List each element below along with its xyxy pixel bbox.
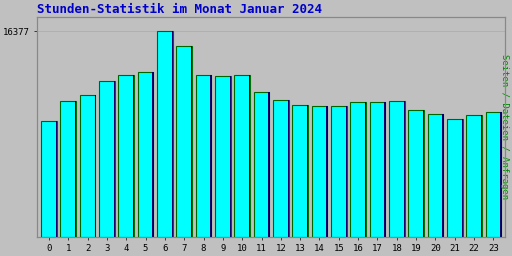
Bar — [138, 72, 154, 237]
Bar — [75, 101, 76, 237]
Bar — [56, 121, 57, 237]
Bar — [114, 81, 115, 237]
Bar — [253, 92, 269, 237]
Y-axis label: Seiten / Dateien / Anfragen: Seiten / Dateien / Anfragen — [500, 54, 509, 199]
Bar — [307, 105, 308, 237]
Bar — [99, 81, 115, 237]
Bar — [389, 101, 405, 237]
Bar — [60, 101, 76, 237]
Bar — [331, 106, 347, 237]
Bar — [292, 105, 308, 237]
Bar — [485, 112, 501, 237]
Bar — [268, 92, 270, 237]
Bar — [408, 110, 424, 237]
Bar — [80, 95, 95, 237]
Bar — [385, 102, 386, 237]
Text: Stunden-Statistik im Monat Januar 2024: Stunden-Statistik im Monat Januar 2024 — [37, 3, 322, 16]
Bar — [423, 110, 424, 237]
Bar — [370, 102, 386, 237]
Bar — [215, 76, 231, 237]
Bar — [196, 75, 211, 237]
Bar — [118, 75, 134, 237]
Bar — [41, 121, 57, 237]
Bar — [153, 72, 154, 237]
Bar — [172, 31, 173, 237]
Bar — [462, 119, 463, 237]
Bar — [191, 46, 193, 237]
Bar — [500, 112, 502, 237]
Bar — [210, 75, 211, 237]
Bar — [249, 75, 250, 237]
Bar — [428, 114, 443, 237]
Bar — [234, 75, 250, 237]
Bar — [404, 101, 405, 237]
Bar — [327, 106, 328, 237]
Bar — [442, 114, 443, 237]
Bar — [95, 95, 96, 237]
Bar — [230, 76, 231, 237]
Bar — [346, 106, 347, 237]
Bar — [481, 115, 482, 237]
Bar — [447, 119, 463, 237]
Bar — [466, 115, 482, 237]
Bar — [157, 31, 173, 237]
Bar — [350, 102, 366, 237]
Bar — [273, 100, 289, 237]
Bar — [133, 75, 134, 237]
Bar — [365, 102, 366, 237]
Bar — [288, 100, 289, 237]
Bar — [176, 46, 192, 237]
Bar — [312, 106, 327, 237]
